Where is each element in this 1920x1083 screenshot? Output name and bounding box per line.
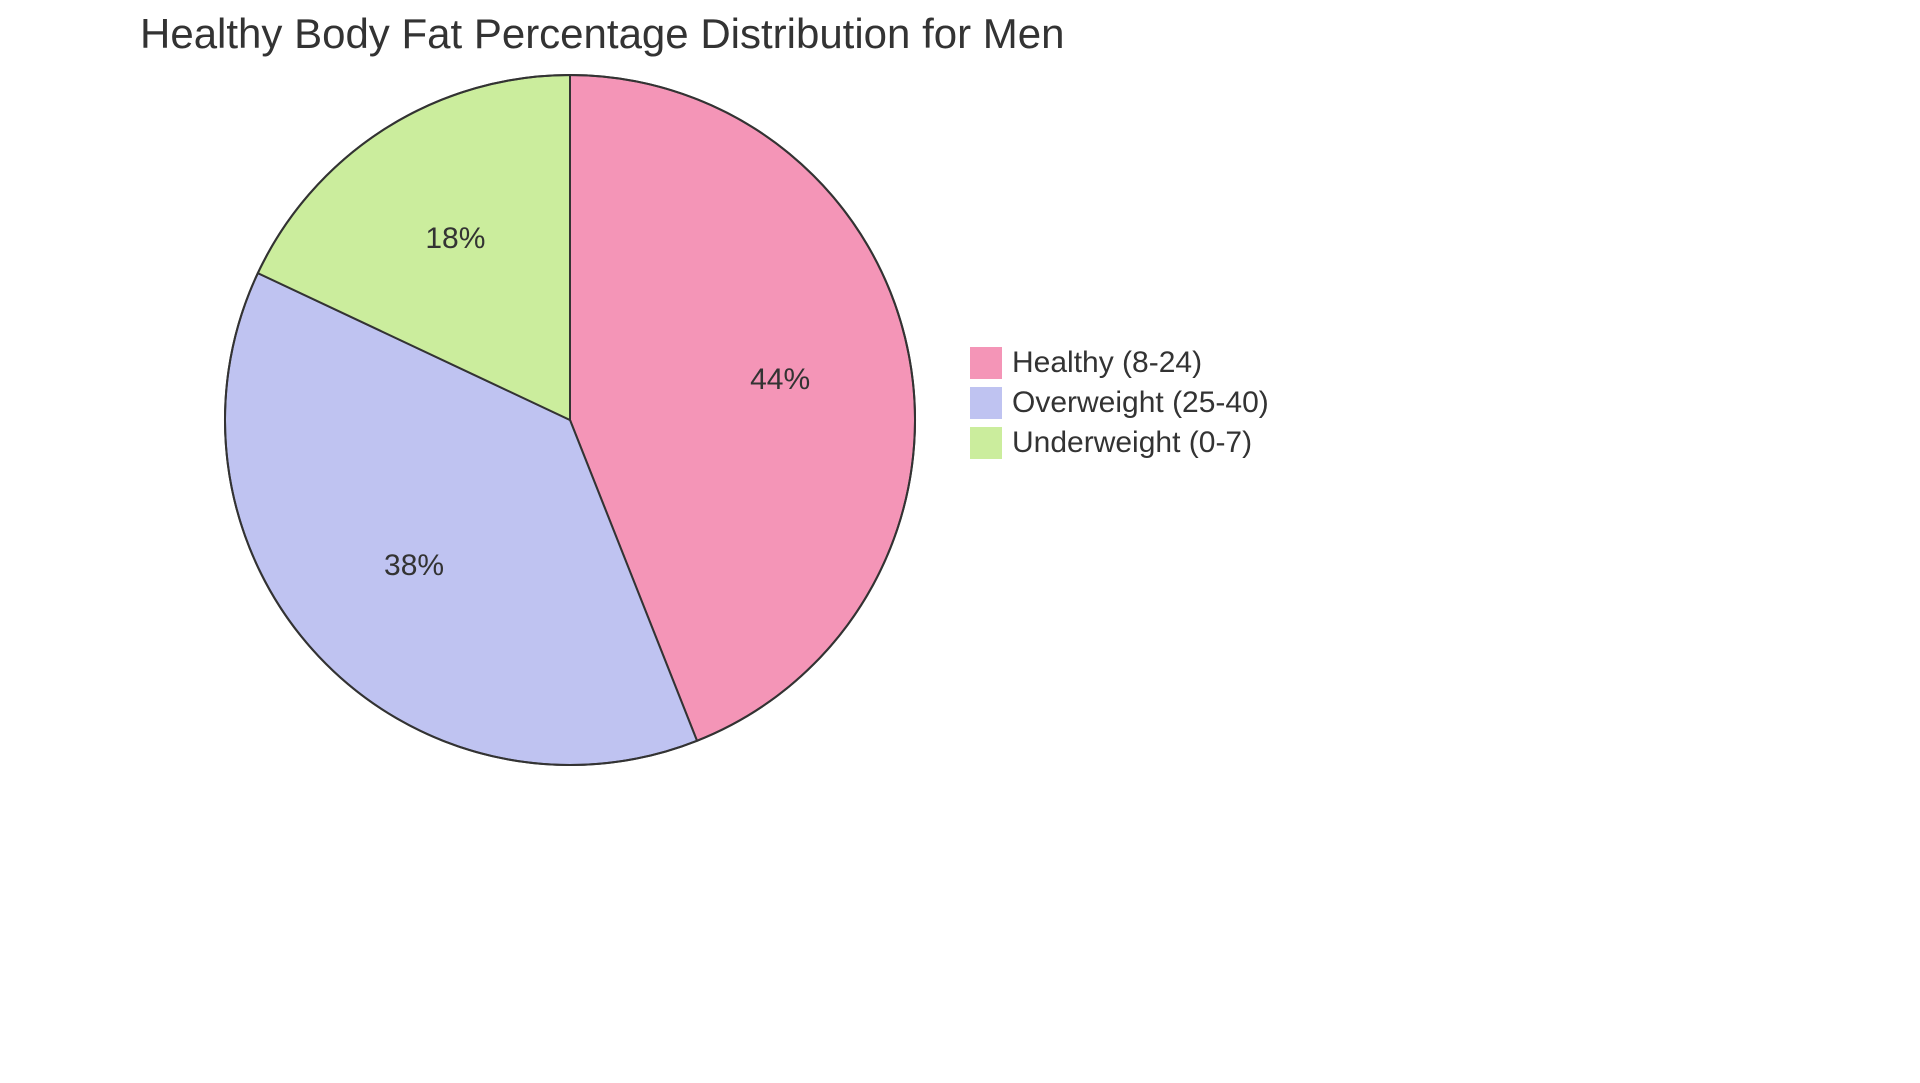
- chart-container: Healthy Body Fat Percentage Distribution…: [0, 0, 1920, 1083]
- legend-label: Overweight (25-40): [1012, 386, 1269, 420]
- legend-swatch: [970, 387, 1002, 419]
- legend-item[interactable]: Overweight (25-40): [970, 386, 1269, 420]
- legend-item[interactable]: Healthy (8-24): [970, 346, 1269, 380]
- legend: Healthy (8-24) Overweight (25-40) Underwei…: [970, 346, 1269, 460]
- legend-item[interactable]: Underweight (0-7): [970, 426, 1269, 460]
- legend-label: Healthy (8-24): [1012, 346, 1202, 380]
- pie-chart: [0, 0, 1920, 1083]
- legend-swatch: [970, 347, 1002, 379]
- legend-label: Underweight (0-7): [1012, 426, 1252, 460]
- legend-swatch: [970, 427, 1002, 459]
